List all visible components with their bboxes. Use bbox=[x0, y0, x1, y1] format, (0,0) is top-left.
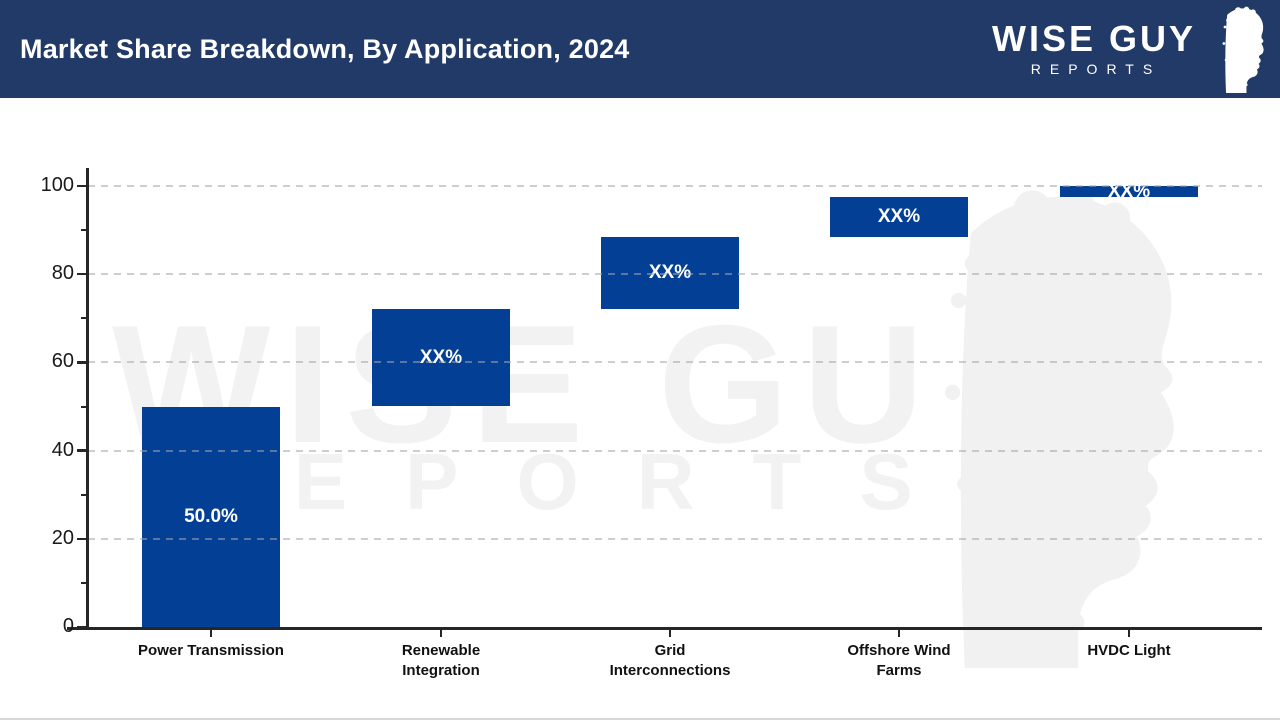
x-category-label-line: Grid bbox=[654, 642, 686, 659]
y-tick-mark bbox=[77, 449, 87, 452]
y-minor-tick-mark bbox=[81, 581, 87, 584]
x-category-label-line: Integration bbox=[402, 662, 480, 679]
bar-value-label: 50.0% bbox=[184, 505, 238, 527]
y-gridline bbox=[88, 537, 1262, 540]
logo-face-icon bbox=[1222, 6, 1264, 93]
y-tick-mark bbox=[77, 625, 87, 629]
bar-segment: 50.0% bbox=[142, 406, 280, 627]
bar-value-label: XX% bbox=[648, 262, 692, 284]
y-gridline bbox=[88, 185, 1262, 187]
logo-wordmark: WISE GUY REPORTS bbox=[992, 20, 1196, 78]
x-tick-mark bbox=[439, 629, 443, 637]
x-category-label-line: Offshore Wind bbox=[847, 642, 951, 659]
y-tick-mark bbox=[77, 361, 87, 364]
y-tick-label: 60 bbox=[51, 350, 74, 373]
logo-wordmark-line2: REPORTS bbox=[1030, 61, 1162, 77]
bar-segment: XX% bbox=[601, 236, 739, 310]
y-axis-line bbox=[86, 168, 89, 629]
x-category-label: HVDC Light bbox=[1014, 641, 1244, 661]
page-title: Market Share Breakdown, By Application, … bbox=[20, 33, 630, 64]
x-axis-line bbox=[67, 627, 1262, 630]
y-tick-label: 100 bbox=[40, 174, 74, 196]
x-tick-mark bbox=[1127, 629, 1131, 637]
y-gridline bbox=[88, 361, 1262, 364]
bar-value-label: XX% bbox=[419, 346, 463, 368]
x-category-label-line: Farms bbox=[876, 662, 922, 679]
x-tick-mark bbox=[668, 629, 672, 637]
y-tick-label: 20 bbox=[51, 526, 74, 549]
logo-wordmark-line1: WISE GUY bbox=[991, 18, 1196, 59]
y-tick-label: 0 bbox=[62, 615, 74, 637]
bottom-border-line bbox=[0, 718, 1280, 720]
x-category-label: Grid Interconnections bbox=[555, 641, 785, 681]
y-tick-mark bbox=[77, 184, 87, 188]
x-category-label-line: HVDC Light bbox=[1087, 642, 1171, 659]
chart-area: WISE GU Y REPORTS 0 20 40 60 80 100 50.0% XX% XX… bbox=[0, 98, 1280, 720]
x-tick-mark bbox=[897, 629, 901, 637]
x-category-label-line: Interconnections bbox=[609, 662, 731, 679]
y-tick-label: 80 bbox=[51, 262, 74, 285]
watermark-face-icon bbox=[944, 187, 1174, 668]
bar-value-label: XX% bbox=[877, 205, 921, 227]
y-gridline bbox=[88, 449, 1262, 452]
y-minor-tick-mark bbox=[81, 493, 87, 496]
y-minor-tick-mark bbox=[81, 229, 87, 232]
x-category-label-line: Renewable bbox=[401, 642, 481, 659]
x-category-label-line: Power Transmission bbox=[138, 642, 284, 659]
header-bar: Market Share Breakdown, By Application, … bbox=[0, 0, 1280, 98]
x-tick-mark bbox=[209, 629, 213, 637]
bar-segment: XX% bbox=[1060, 181, 1198, 202]
watermark-wordmark-line2: REPORTS bbox=[178, 437, 971, 526]
wise-guy-logo: WISE GUY REPORTS bbox=[992, 0, 1272, 98]
y-minor-tick-mark bbox=[81, 405, 87, 408]
y-tick-mark bbox=[77, 272, 87, 276]
y-tick-label: 40 bbox=[51, 438, 74, 461]
x-category-label: Offshore Wind Farms bbox=[784, 641, 1014, 681]
x-category-label: Power Transmission bbox=[96, 641, 326, 661]
bar-segment: XX% bbox=[830, 197, 968, 237]
bar-value-label: XX% bbox=[1107, 180, 1151, 202]
y-gridline bbox=[88, 273, 1262, 276]
x-category-label: Renewable Integration bbox=[326, 641, 556, 681]
bar-segment: XX% bbox=[372, 309, 510, 407]
y-tick-mark bbox=[77, 537, 87, 541]
y-minor-tick-mark bbox=[81, 317, 87, 320]
